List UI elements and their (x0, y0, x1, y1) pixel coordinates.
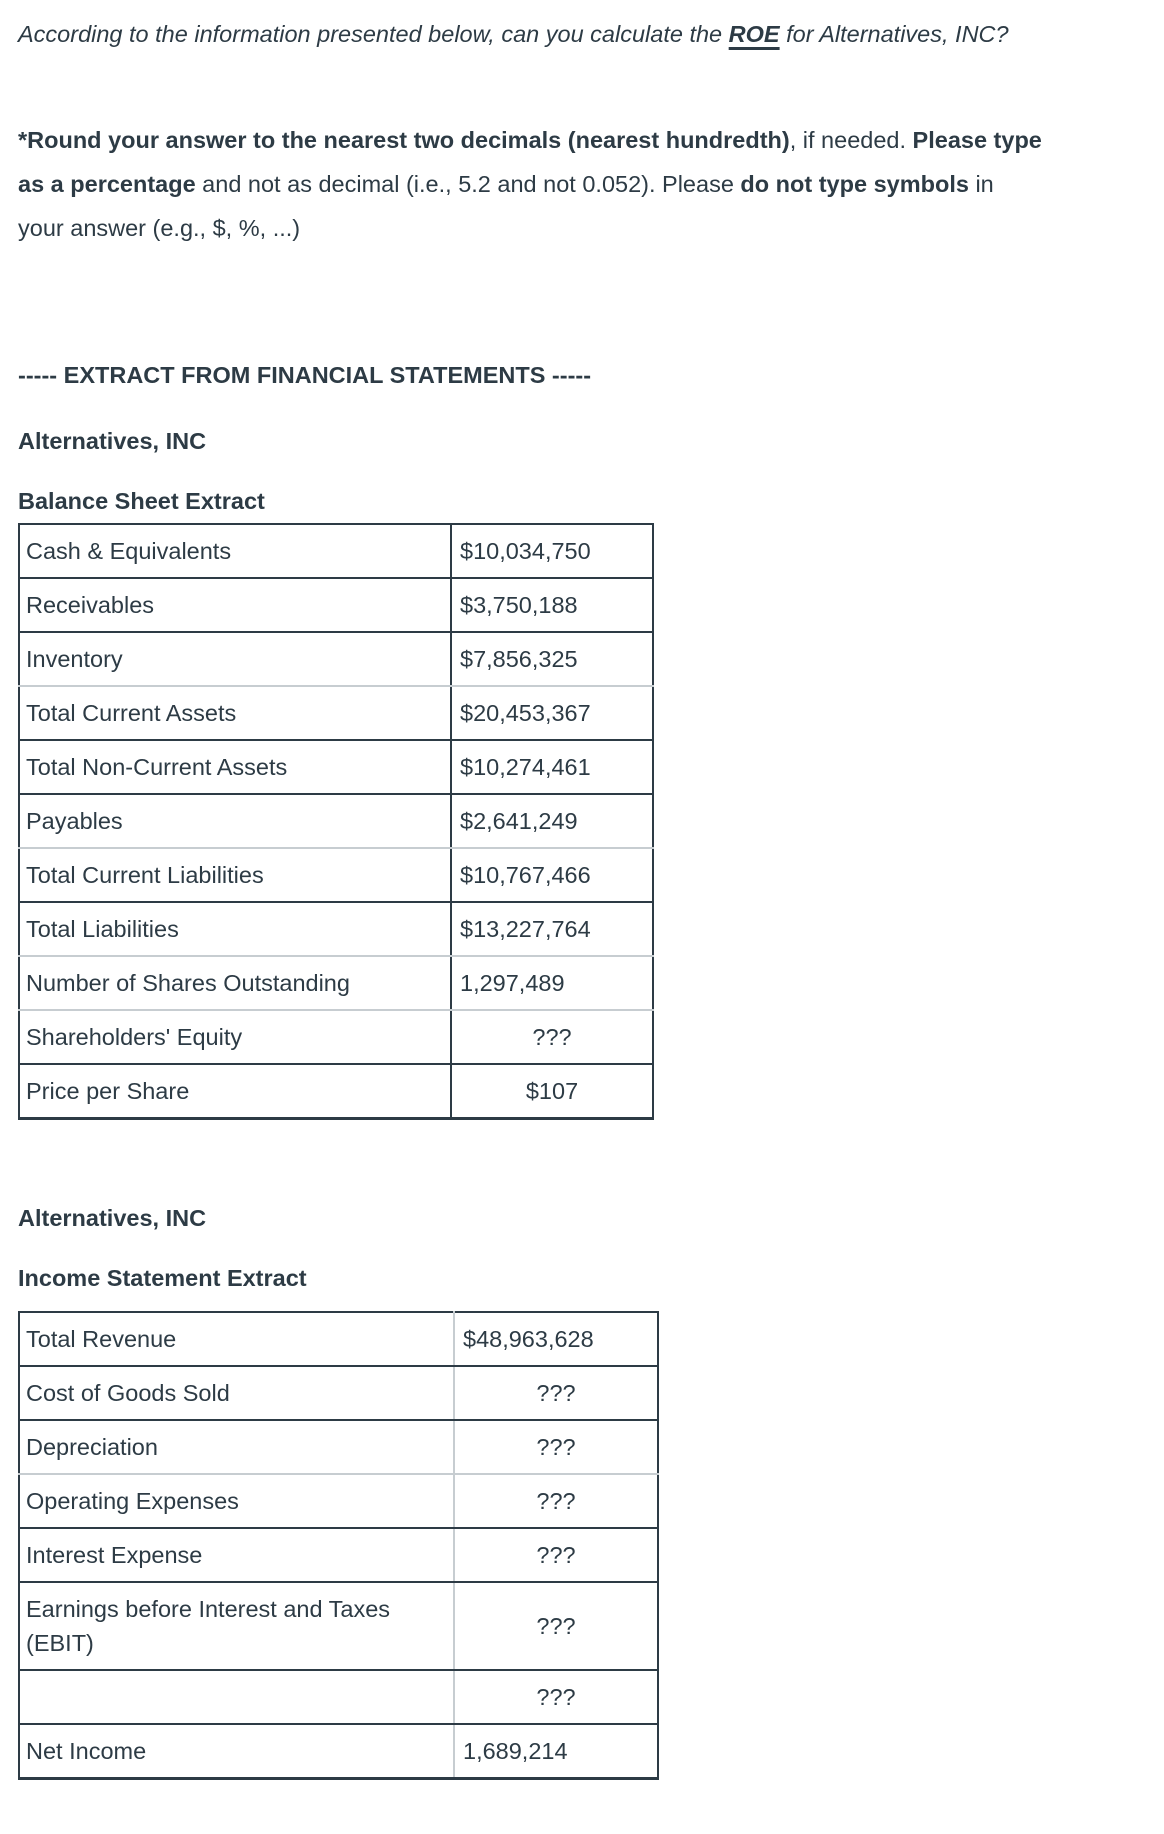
table-row: Cash & Equivalents $10,034,750 (19, 524, 653, 579)
row-value-cell: ??? (454, 1582, 658, 1671)
table-row: Inventory $7,856,325 (19, 632, 653, 687)
row-label-cell: Number of Shares Outstanding (19, 956, 452, 1011)
roe-term: ROE (728, 21, 780, 47)
row-value-cell: $13,227,764 (451, 902, 653, 957)
question-part2: for Alternatives, INC? (779, 21, 1009, 47)
company-name-income-statement: Alternatives, INC (18, 1205, 207, 1231)
question-part1: According to the information presented b… (18, 21, 729, 47)
row-value-cell: ??? (454, 1420, 658, 1475)
answer-format-instructions: *Round your answer to the nearest two de… (18, 118, 1146, 250)
row-value-cell: 1,297,489 (451, 956, 653, 1011)
row-label-cell: Interest Expense (19, 1528, 455, 1583)
table-row: Net Income 1,689,214 (19, 1724, 658, 1779)
row-label-cell: Net Income (19, 1724, 455, 1779)
row-value-cell: $48,963,628 (454, 1312, 658, 1367)
table-row: Price per Share $107 (19, 1064, 653, 1119)
table-row: Payables $2,641,249 (19, 794, 653, 849)
row-label-cell (19, 1670, 455, 1725)
table-row: ??? (19, 1670, 658, 1725)
row-label-cell: Cost of Goods Sold (19, 1366, 455, 1421)
row-value-cell: ??? (454, 1366, 658, 1421)
table-row: Earnings before Interest and Taxes (EBIT… (19, 1582, 658, 1671)
row-label-cell: Total Current Liabilities (19, 848, 452, 903)
row-value-cell: $107 (525, 1078, 579, 1104)
table-row: Interest Expense ??? (19, 1528, 658, 1583)
row-label-cell: Inventory (19, 632, 452, 687)
income-statement-table: Total Revenue $48,963,628 Cost of Goods … (18, 1311, 659, 1780)
row-value-cell: $10,034,750 (451, 524, 653, 579)
row-value-cell: $3,750,188 (451, 578, 653, 633)
company-name-balance-sheet: Alternatives, INC (18, 428, 207, 454)
table-row: Depreciation ??? (19, 1420, 658, 1475)
balance-sheet-table: Cash & Equivalents $10,034,750 Receivabl… (18, 523, 654, 1120)
row-label-cell: Total Non-Current Assets (19, 740, 452, 795)
table-row: Total Liabilities $13,227,764 (19, 902, 653, 957)
row-label-cell: Price per Share (19, 1064, 452, 1119)
row-label-cell: Depreciation (19, 1420, 455, 1475)
table-row: Total Current Assets $20,453,367 (19, 686, 653, 741)
row-label-cell: Total Liabilities (19, 902, 452, 957)
row-label-cell: Total Revenue (19, 1312, 455, 1367)
section-divider-title: ----- EXTRACT FROM FINANCIAL STATEMENTS … (18, 362, 592, 388)
row-label-cell: Cash & Equivalents (19, 524, 452, 579)
row-label-cell: Operating Expenses (19, 1474, 455, 1529)
table-row: Operating Expenses ??? (19, 1474, 658, 1529)
table-row: Shareholders' Equity ??? (19, 1010, 653, 1065)
row-value-cell: $7,856,325 (451, 632, 653, 687)
row-label-cell: Earnings before Interest and Taxes (EBIT… (19, 1582, 455, 1671)
row-label-cell: Shareholders' Equity (19, 1010, 452, 1065)
table-row: Total Revenue $48,963,628 (19, 1312, 658, 1367)
instruction-text: your answer (e.g., $, %, ...) (18, 215, 301, 241)
table-row: Total Current Liabilities $10,767,466 (19, 848, 653, 903)
instruction-text: and not as decimal (i.e., 5.2 and not 0.… (195, 171, 741, 197)
row-value-cell: $10,274,461 (451, 740, 653, 795)
row-label-cell: Total Current Assets (19, 686, 452, 741)
row-value-cell: 1,689,214 (463, 1738, 568, 1764)
row-label-cell: Payables (19, 794, 452, 849)
table-row: Cost of Goods Sold ??? (19, 1366, 658, 1421)
instruction-bold-please-type: Please type (912, 127, 1042, 153)
row-value-cell: ??? (454, 1670, 658, 1725)
table-row: Receivables $3,750,188 (19, 578, 653, 633)
row-value-cell: ??? (451, 1010, 653, 1065)
row-value-cell: $20,453,367 (451, 686, 653, 741)
row-value-cell: ??? (454, 1528, 658, 1583)
row-label-cell: Receivables (19, 578, 452, 633)
instruction-bold-round: *Round your answer to the nearest two de… (18, 127, 790, 153)
instruction-bold-no-symbols: do not type symbols (740, 171, 969, 197)
income-statement-title: Income Statement Extract (18, 1265, 307, 1291)
table-row: Total Non-Current Assets $10,274,461 (19, 740, 653, 795)
instruction-bold-percentage: as a percentage (18, 171, 196, 197)
instruction-text: in (968, 171, 994, 197)
row-value-cell: ??? (454, 1474, 658, 1529)
balance-sheet-title: Balance Sheet Extract (18, 488, 265, 514)
table-row: Number of Shares Outstanding 1,297,489 (19, 956, 653, 1011)
row-value-cell: $10,767,466 (451, 848, 653, 903)
question-text: According to the information presented b… (18, 17, 1146, 51)
instruction-text: , if needed. (789, 127, 913, 153)
row-value-cell: $2,641,249 (451, 794, 653, 849)
